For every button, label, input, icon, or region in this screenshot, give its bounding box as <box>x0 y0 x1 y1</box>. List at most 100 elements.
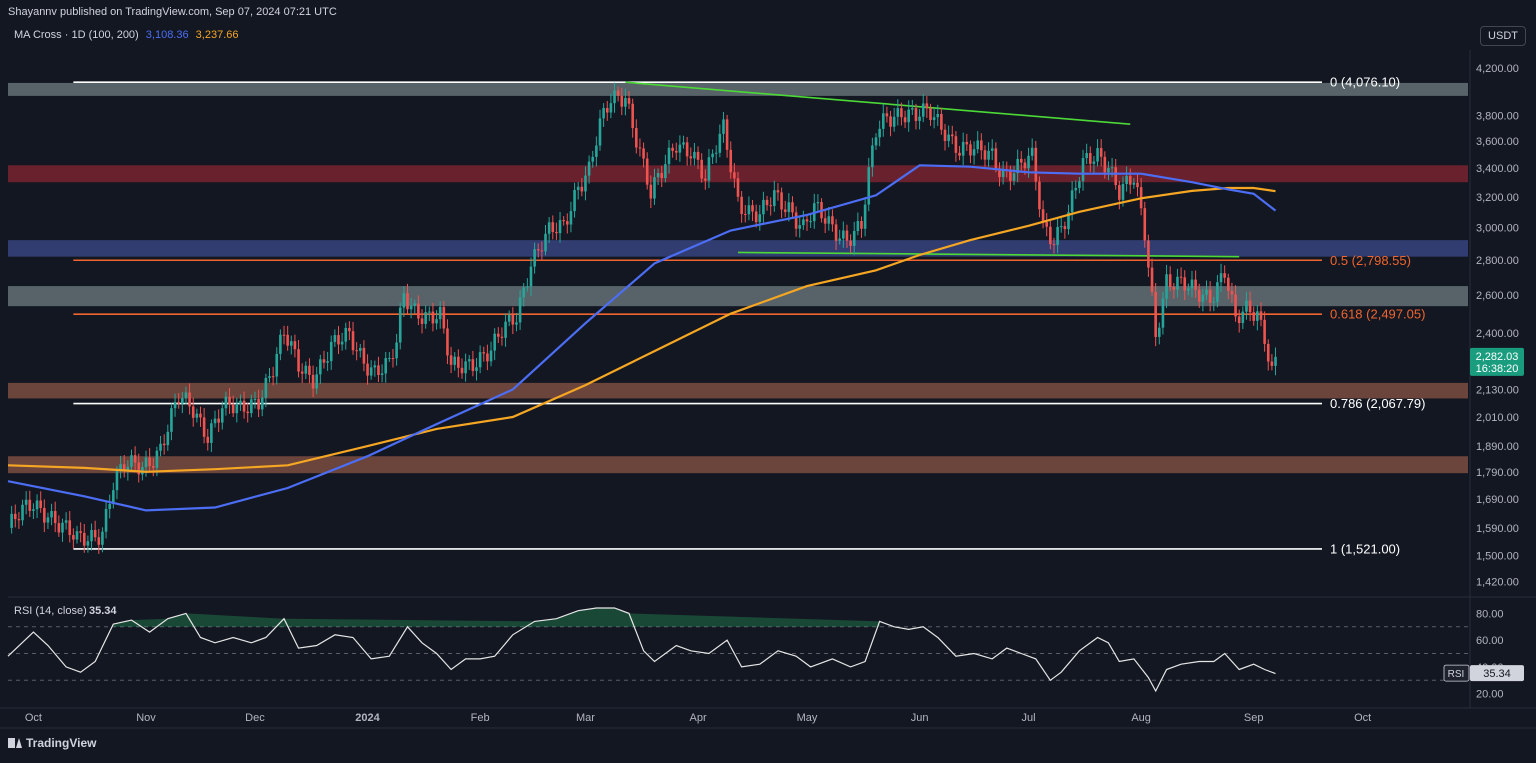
candle-body <box>987 150 990 160</box>
candle-body <box>754 211 758 223</box>
support-resistance-zone <box>8 456 1468 474</box>
candle-body <box>1223 273 1226 278</box>
candle-body <box>1114 167 1118 186</box>
candle-body <box>1143 208 1147 241</box>
candle-body <box>773 190 776 207</box>
candle-body <box>1157 327 1161 337</box>
candle-body <box>326 361 329 363</box>
candle-body <box>1049 226 1052 245</box>
candle-body <box>791 202 794 213</box>
candle-body <box>700 159 703 179</box>
candle-body <box>507 314 511 322</box>
candle-body <box>24 499 28 505</box>
candle-body <box>304 365 308 374</box>
candle-body <box>998 168 1001 178</box>
candle-body <box>896 108 900 117</box>
price-tick-label: 2,400.00 <box>1476 328 1519 340</box>
support-resistance-zone <box>8 382 1468 399</box>
brand-label: TradingView <box>26 736 97 750</box>
candle-body <box>1237 316 1241 324</box>
candle-body <box>1023 162 1027 169</box>
candle-body <box>940 113 943 130</box>
time-tick-label: Feb <box>471 712 490 724</box>
candle-body <box>1001 170 1005 178</box>
candle-body <box>406 293 409 310</box>
candle-body <box>32 509 35 511</box>
candle-body <box>82 532 86 546</box>
candle-body <box>656 173 660 178</box>
candle-body <box>994 148 998 169</box>
candle-body <box>889 116 892 127</box>
candle-body <box>206 436 210 443</box>
candle-body <box>239 400 242 404</box>
candle-body <box>1150 267 1154 292</box>
candle-body <box>391 358 395 360</box>
candle-body <box>315 374 319 389</box>
candle-body <box>515 322 518 325</box>
candle-body <box>504 321 507 338</box>
price-tick-label: 1,420.00 <box>1476 576 1519 588</box>
candle-body <box>268 376 271 378</box>
time-tick-label: Aug <box>1131 712 1151 724</box>
candle-body <box>122 464 126 472</box>
candle-body <box>1234 294 1237 317</box>
candle-body <box>605 108 609 113</box>
candle-body <box>86 541 90 546</box>
candle-body <box>388 358 391 360</box>
candle-body <box>1241 311 1245 324</box>
candle-body <box>308 365 311 375</box>
candle-body <box>613 90 616 104</box>
candle-body <box>533 249 536 267</box>
candle-body <box>340 341 344 345</box>
candle-body <box>809 221 812 223</box>
indicator-legend: MA Cross · 1D (100, 200) 3,108.36 3,237.… <box>14 29 239 41</box>
candle-body <box>420 318 424 324</box>
candle-body <box>1168 274 1172 287</box>
candle-body <box>1092 161 1096 164</box>
candle-body <box>202 417 206 437</box>
candle-body <box>762 199 765 215</box>
candle-body <box>177 402 180 404</box>
candle-body <box>199 413 202 418</box>
candle-body <box>1165 274 1168 299</box>
rsi-name-badge-label: RSI <box>1448 669 1465 680</box>
candle-body <box>398 307 402 343</box>
candle-body <box>947 134 950 141</box>
candle-body <box>838 238 841 241</box>
candle-body <box>39 500 42 508</box>
candle-body <box>460 367 464 374</box>
candle-body <box>279 334 282 354</box>
candle-body <box>188 392 191 407</box>
candle-body <box>231 404 235 414</box>
candle-body <box>584 175 587 192</box>
candle-body <box>28 499 32 511</box>
candle-body <box>162 443 166 446</box>
price-tick-label: 3,200.00 <box>1476 192 1519 204</box>
candle-body <box>972 149 976 156</box>
candle-body <box>903 117 907 123</box>
time-tick-label: 2024 <box>355 712 380 724</box>
candle-body <box>181 398 184 404</box>
candle-body <box>413 303 417 306</box>
candle-body <box>1252 312 1256 321</box>
price-tick-label: 1,890.00 <box>1476 441 1519 453</box>
candle-body <box>1063 226 1067 230</box>
rsi-value-header: 35.34 <box>89 605 117 617</box>
candle-body <box>235 403 239 414</box>
candle-body <box>827 216 831 224</box>
candle-body <box>609 103 613 113</box>
candle-body <box>540 250 544 252</box>
candle-body <box>366 363 369 376</box>
candle-body <box>635 128 638 148</box>
candle-body <box>722 119 725 134</box>
candle-body <box>427 311 431 313</box>
candle-body <box>751 205 754 212</box>
candle-body <box>297 349 300 372</box>
candle-body <box>1085 153 1088 159</box>
currency-button[interactable]: USDT <box>1480 26 1526 46</box>
time-tick-label: Dec <box>245 712 265 724</box>
candle-body <box>482 352 486 354</box>
fib-level-label: 1 (1,521.00) <box>1330 541 1400 556</box>
indicator-name: MA Cross · 1D (100, 200) <box>14 29 139 41</box>
